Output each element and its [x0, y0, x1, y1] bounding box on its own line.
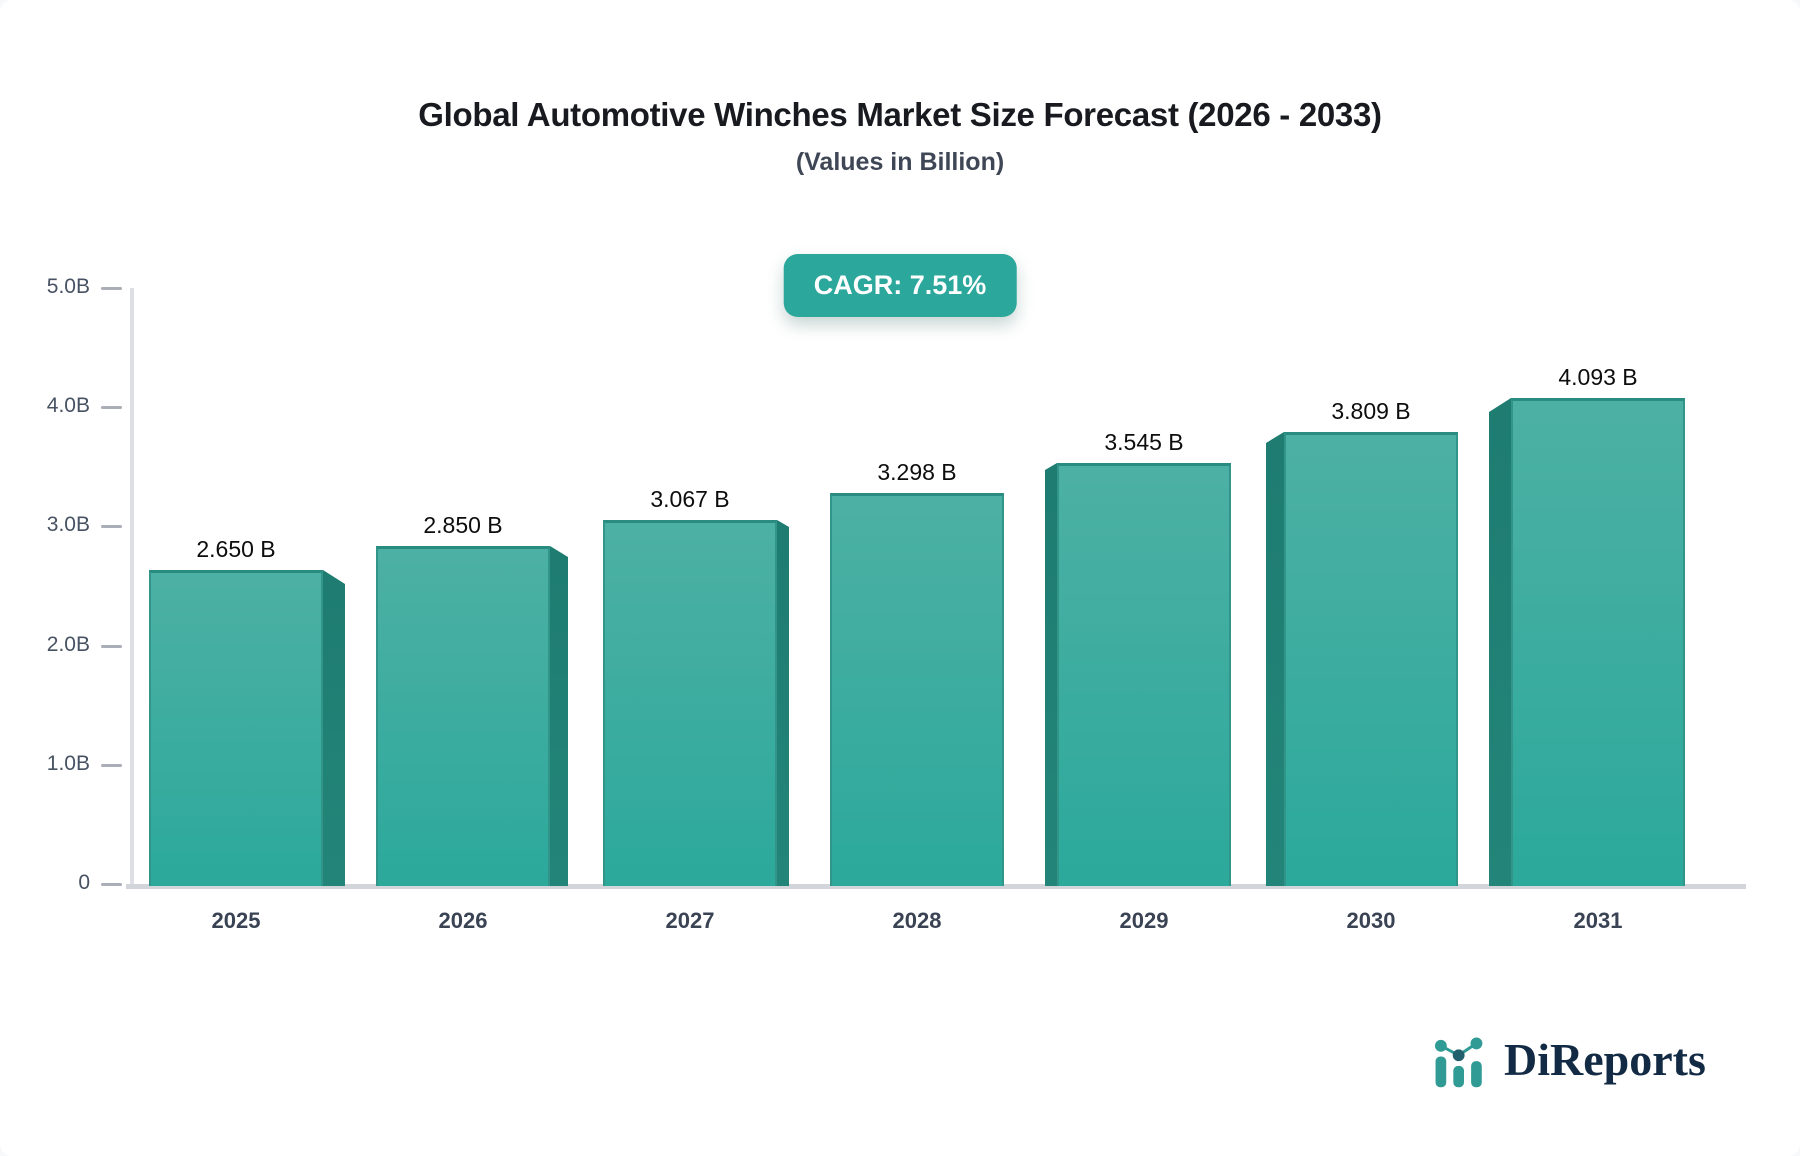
- bar-2025: [149, 570, 323, 886]
- y-axis-tick-label: 0: [78, 871, 90, 894]
- y-axis-tick-label: 5.0B: [46, 275, 90, 298]
- bar-2027: [603, 520, 777, 886]
- x-axis-baseline: [126, 884, 1746, 889]
- x-axis-label-2029: 2029: [1119, 908, 1169, 933]
- bar-value-label-2030: 3.809 B: [1331, 398, 1411, 424]
- y-axis-tick-label: 2.0B: [46, 632, 90, 656]
- y-axis-tick-mark: [101, 763, 122, 767]
- y-axis-tick-mark: [101, 287, 122, 290]
- bar-side-2027: [777, 520, 789, 886]
- x-axis-label-2026: 2026: [438, 908, 488, 933]
- y-axis-line: [130, 288, 134, 884]
- bar-2026: [376, 546, 550, 886]
- brand-logo: DiReports: [1432, 1030, 1706, 1090]
- bar-value-label-2029: 3.545 B: [1104, 429, 1184, 455]
- y-axis-tick-mark: [101, 883, 122, 886]
- x-axis-label-2025: 2025: [211, 908, 261, 933]
- bar-side-2030: [1266, 432, 1284, 886]
- y-axis-tick-label: 1.0B: [46, 751, 90, 775]
- bar-value-label-2025: 2.650 B: [196, 536, 276, 562]
- y-axis-tick-label: 3.0B: [46, 513, 90, 537]
- bar-2031: [1511, 398, 1685, 886]
- bar-side-2029: [1045, 463, 1057, 886]
- bar-side-2031: [1489, 398, 1511, 886]
- bar-value-label-2026: 2.850 B: [423, 512, 503, 538]
- bar-side-2026: [550, 546, 568, 886]
- x-axis-label-2027: 2027: [665, 908, 715, 933]
- y-axis-tick-mark: [101, 525, 122, 529]
- bar-value-label-2028: 3.298 B: [877, 459, 957, 485]
- y-axis-tick-mark: [101, 406, 122, 410]
- cagr-badge: CAGR: 7.51%: [783, 254, 1017, 317]
- y-axis-tick-label: 4.0B: [46, 394, 90, 418]
- chart-subtitle: (Values in Billion): [795, 148, 1005, 176]
- chart-title: Global Automotive Winches Market Size Fo…: [418, 96, 1382, 133]
- bar-2029: [1057, 463, 1231, 886]
- brand-name: DiReports: [1504, 1034, 1706, 1085]
- bar-2028: [830, 493, 1004, 886]
- x-axis-label-2030: 2030: [1346, 908, 1396, 933]
- bar-2030: [1284, 432, 1458, 886]
- bar-side-2025: [323, 570, 345, 886]
- y-axis-tick-mark: [101, 644, 122, 648]
- x-axis-label-2031: 2031: [1573, 908, 1623, 933]
- bar-value-label-2031: 4.093 B: [1558, 364, 1638, 390]
- bar-line-chart-icon: [1434, 1037, 1483, 1088]
- bar-value-label-2027: 3.067 B: [650, 486, 730, 512]
- x-axis-label-2028: 2028: [892, 908, 942, 933]
